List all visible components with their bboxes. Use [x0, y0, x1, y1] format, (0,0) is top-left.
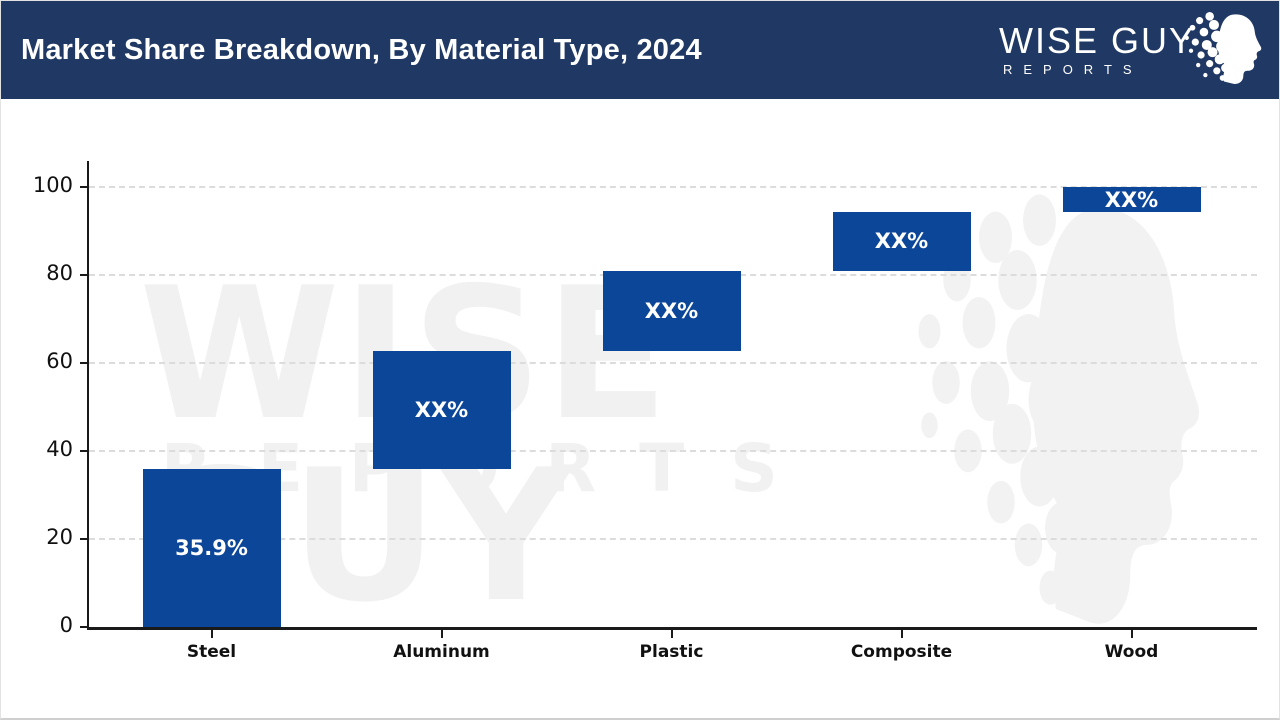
bar-steel: 35.9% [142, 469, 281, 627]
x-tick-label-composite: Composite [850, 642, 953, 662]
bar-value-label-aluminum: XX% [414, 398, 469, 423]
x-tick-label-aluminum: Aluminum [393, 642, 490, 662]
gridline-100 [89, 186, 1257, 188]
bar-wood: XX% [1062, 187, 1201, 213]
y-tick-label-20: 20 [46, 525, 73, 549]
bar-value-label-steel: 35.9% [175, 536, 248, 560]
x-tick-label-steel: Steel [186, 642, 237, 662]
y-tick-100 [80, 186, 89, 188]
y-tick-60 [80, 362, 89, 364]
gridline-40 [89, 450, 1257, 452]
x-tick-aluminum [440, 630, 443, 638]
bar-plastic: XX% [602, 270, 741, 352]
x-tick-plastic [670, 630, 673, 638]
y-tick-label-40: 40 [46, 437, 73, 461]
gridline-60 [89, 362, 1257, 364]
x-axis [87, 627, 1257, 630]
bar-composite: XX% [832, 212, 971, 271]
y-tick-label-60: 60 [46, 349, 73, 373]
y-axis [87, 161, 89, 630]
watermark-head-icon [918, 194, 1199, 624]
x-tick-label-wood: Wood [1104, 642, 1159, 662]
y-tick-80 [80, 274, 89, 276]
gridline-20 [89, 538, 1257, 540]
x-tick-composite [900, 630, 903, 638]
brand-logo: WISE GUY REPORTS [998, 8, 1279, 92]
y-tick-0 [80, 626, 89, 628]
bar-aluminum: XX% [372, 351, 511, 470]
y-tick-label-100: 100 [32, 173, 73, 197]
brand-logo-head-icon [1184, 12, 1262, 84]
x-tick-label-plastic: Plastic [639, 642, 704, 662]
y-tick-20 [80, 538, 89, 540]
brand-logo-wordmark: WISE GUY [998, 20, 1195, 61]
bar-value-label-wood: XX% [1104, 187, 1159, 212]
brand-logo-subtext: REPORTS [1002, 62, 1143, 77]
x-tick-steel [210, 630, 213, 638]
brand-logo-text: WISE GUY REPORTS [998, 20, 1195, 78]
x-tick-wood [1130, 630, 1133, 638]
chart-title: Market Share Breakdown, By Material Type… [21, 33, 702, 66]
y-tick-label-80: 80 [46, 261, 73, 285]
y-tick-40 [80, 450, 89, 452]
bar-value-label-plastic: XX% [644, 298, 699, 323]
header: Market Share Breakdown, By Material Type… [1, 1, 1279, 99]
y-tick-label-0: 0 [59, 613, 73, 637]
bar-value-label-composite: XX% [874, 229, 929, 254]
